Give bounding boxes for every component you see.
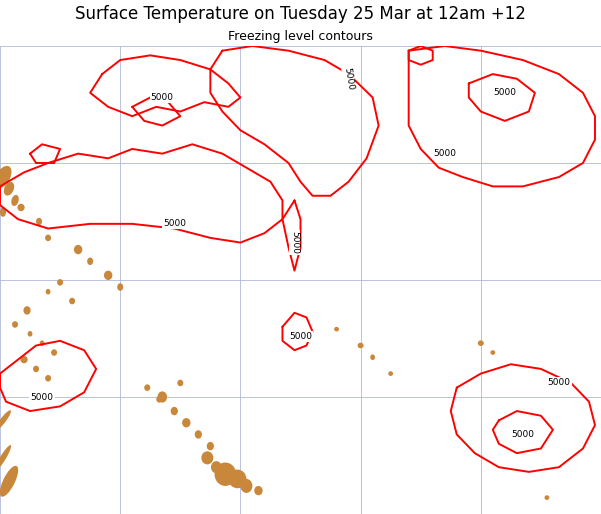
Ellipse shape (45, 375, 51, 381)
Ellipse shape (0, 466, 18, 497)
Text: Surface Temperature on Tuesday 25 Mar at 12am +12: Surface Temperature on Tuesday 25 Mar at… (75, 5, 526, 23)
Text: Freezing level contours: Freezing level contours (228, 30, 373, 43)
Text: 5000: 5000 (511, 430, 534, 439)
Ellipse shape (51, 350, 57, 356)
Ellipse shape (254, 486, 263, 495)
Ellipse shape (17, 204, 25, 211)
Ellipse shape (23, 306, 31, 315)
Ellipse shape (33, 365, 39, 372)
Ellipse shape (545, 495, 549, 500)
Ellipse shape (11, 195, 19, 206)
Ellipse shape (104, 271, 112, 280)
Ellipse shape (215, 463, 236, 486)
Ellipse shape (87, 258, 93, 265)
Text: 5000: 5000 (289, 332, 312, 341)
Ellipse shape (171, 407, 178, 415)
Ellipse shape (36, 218, 42, 225)
Ellipse shape (28, 331, 32, 337)
Ellipse shape (156, 396, 162, 402)
Text: 5000: 5000 (151, 93, 174, 102)
Text: 5000: 5000 (548, 378, 570, 388)
Ellipse shape (0, 208, 6, 217)
Ellipse shape (57, 279, 63, 286)
Text: 5000: 5000 (31, 393, 53, 401)
Ellipse shape (40, 340, 44, 346)
Ellipse shape (12, 321, 18, 328)
Ellipse shape (490, 350, 495, 355)
Ellipse shape (358, 343, 364, 348)
Text: 5000: 5000 (433, 149, 456, 158)
Ellipse shape (211, 461, 222, 473)
Ellipse shape (370, 355, 375, 360)
Ellipse shape (207, 442, 214, 450)
Ellipse shape (240, 479, 252, 493)
Ellipse shape (157, 391, 167, 402)
Ellipse shape (388, 371, 393, 376)
Ellipse shape (74, 245, 82, 254)
Ellipse shape (20, 356, 28, 363)
Ellipse shape (0, 166, 11, 188)
Ellipse shape (201, 451, 213, 464)
Ellipse shape (228, 470, 246, 488)
Ellipse shape (0, 410, 11, 431)
Ellipse shape (182, 418, 191, 428)
Ellipse shape (195, 430, 202, 438)
Text: 5000: 5000 (493, 88, 516, 97)
Ellipse shape (69, 298, 75, 304)
Ellipse shape (45, 234, 51, 241)
Ellipse shape (144, 384, 150, 391)
Text: 5000: 5000 (163, 219, 186, 228)
Ellipse shape (46, 289, 50, 295)
Ellipse shape (334, 327, 339, 332)
Text: 5000: 5000 (342, 67, 355, 91)
Ellipse shape (0, 445, 11, 471)
Ellipse shape (4, 182, 14, 196)
Ellipse shape (117, 283, 123, 291)
Ellipse shape (478, 340, 484, 346)
Ellipse shape (177, 380, 183, 386)
Text: 5000: 5000 (290, 231, 299, 254)
